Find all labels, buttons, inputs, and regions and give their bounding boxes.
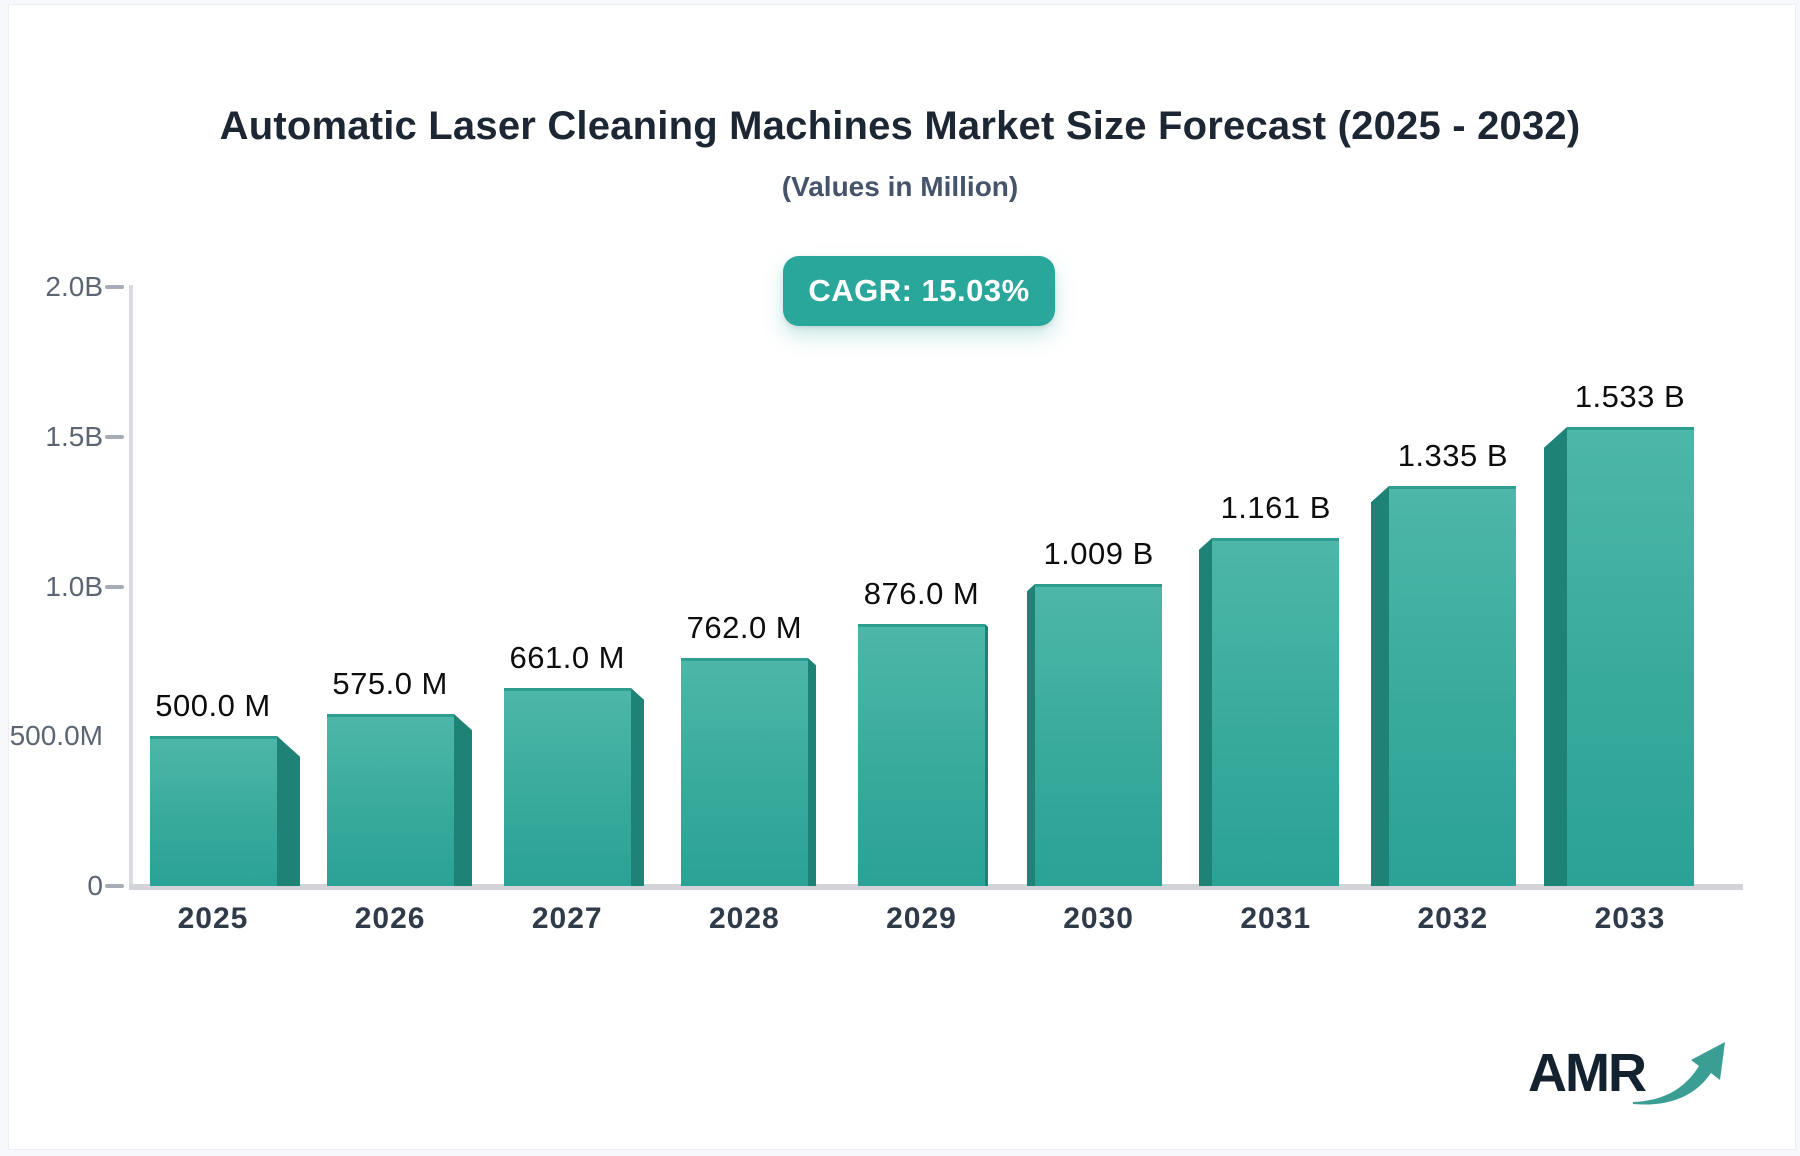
bar-side-face (453, 713, 472, 886)
y-tick-label: 0 (87, 870, 103, 901)
bar-value-label: 1.009 B (1043, 535, 1154, 571)
bar-value-label: 661.0 M (509, 640, 625, 676)
bar-2028 (680, 657, 808, 886)
chart-subtitle: (Values in Million) (781, 171, 1019, 202)
x-tick-label: 2031 (1240, 902, 1312, 935)
bar-side-face (985, 623, 988, 886)
x-axis (129, 884, 1743, 890)
x-tick-label: 2025 (177, 902, 249, 935)
chart-area: 500.0 M 575.0 M 661.0 M 762.0 M 876.0 M 1.009… (0, 250, 1800, 886)
bar-2027 (503, 688, 631, 886)
x-tick-label: 2028 (709, 902, 780, 935)
bar-side-face (630, 688, 644, 886)
x-tick-label: 2026 (354, 902, 426, 935)
bar-2026 (326, 713, 454, 886)
x-tick-label: 2033 (1594, 902, 1666, 935)
bar-value-label: 1.161 B (1220, 490, 1331, 526)
y-tick-label: 1.0B (45, 570, 103, 602)
chart-header: Automatic Laser Cleaning Machines Market… (0, 0, 1800, 203)
bar-2029 (858, 623, 985, 886)
y-axis (129, 285, 133, 886)
trend-arrow-icon (1633, 1042, 1725, 1105)
cagr-badge: CAGR: 15.03% (783, 256, 1055, 326)
bar-value-label: 1.335 B (1397, 438, 1509, 474)
y-tick-label: 500.0M (9, 720, 103, 752)
y-tick-dash (105, 584, 124, 589)
y-tick-dash (105, 884, 124, 888)
x-tick-label: 2027 (531, 902, 603, 935)
bar-value-label: 762.0 M (686, 609, 803, 645)
amr-logo-text: AMR (1528, 1043, 1647, 1103)
x-tick-label: 2032 (1417, 902, 1489, 935)
bar-side-face (1027, 583, 1036, 886)
y-tick-label: 1.5B (45, 420, 103, 452)
y-tick-dash (105, 285, 124, 289)
y-tick-label: 2.0B (45, 271, 103, 302)
bar-value-label: 500.0 M (155, 688, 271, 724)
bar-side-face (276, 736, 300, 886)
bar-value-label: 876.0 M (863, 575, 980, 611)
bar-side-face (807, 657, 816, 886)
x-tick-label: 2029 (886, 902, 957, 935)
bar-2032 (1389, 486, 1517, 886)
y-tick-dash (105, 434, 124, 439)
bar-2033 (1566, 426, 1694, 886)
bar-value-label: 575.0 M (332, 665, 448, 701)
bar-side-face (1543, 426, 1567, 886)
bar-value-label: 1.533 B (1574, 378, 1686, 414)
chart-title: Automatic Laser Cleaning Machines Market… (219, 104, 1581, 148)
x-tick-label: 2030 (1063, 902, 1134, 935)
bar-2031 (1212, 538, 1340, 886)
amr-logo: AMR (1528, 1042, 1728, 1122)
bar-side-face (1371, 486, 1390, 886)
bar-2025 (149, 736, 277, 886)
bar-2030 (1035, 583, 1163, 886)
bar-side-face (1199, 538, 1213, 886)
